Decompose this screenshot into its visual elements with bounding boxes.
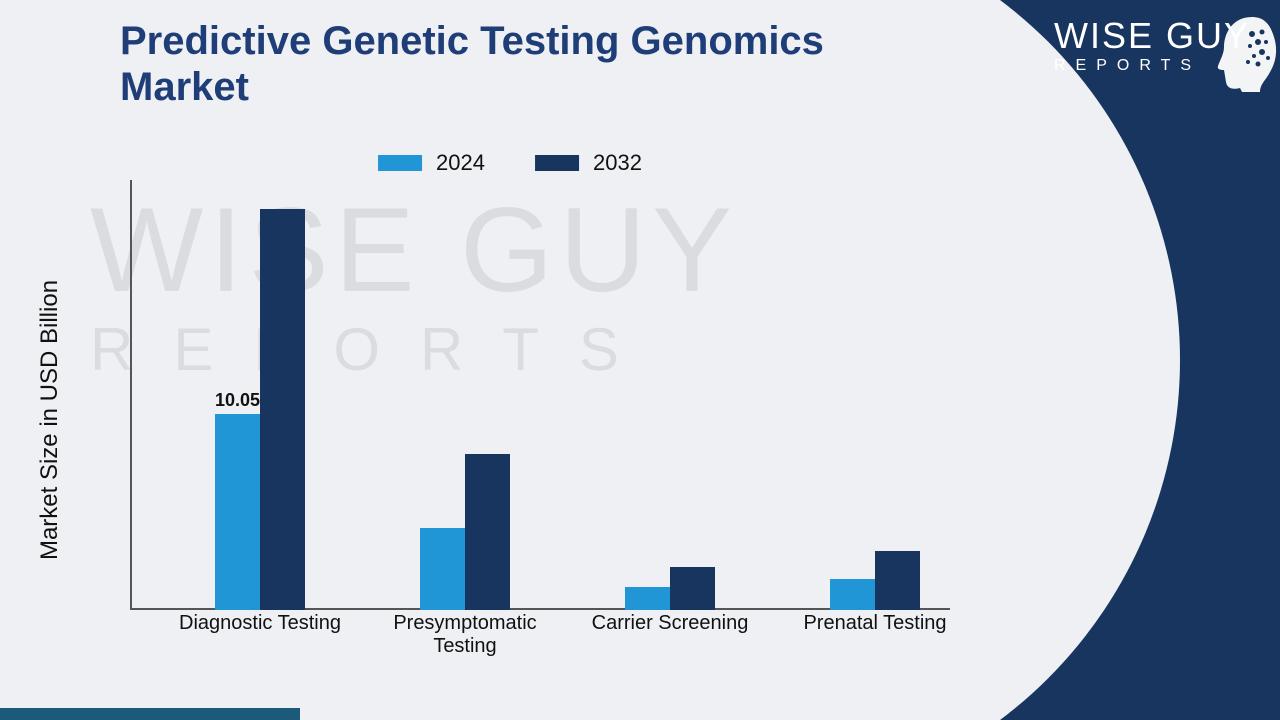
bar-group-2 bbox=[570, 567, 770, 610]
bar-2032-3 bbox=[875, 551, 920, 610]
x-label-text: Diagnostic Testing bbox=[179, 612, 341, 634]
x-label-text: Presymptomatic Testing bbox=[393, 612, 536, 657]
legend-label-2032: 2032 bbox=[593, 150, 642, 176]
x-label-3: Prenatal Testing bbox=[775, 612, 975, 635]
bar-2024-0: 10.05 bbox=[215, 414, 260, 610]
legend-label-2024: 2024 bbox=[436, 150, 485, 176]
logo-line2: REPORTS bbox=[1054, 58, 1250, 74]
y-axis-label: Market Size in USD Billion bbox=[36, 280, 64, 560]
bar-value-label: 10.05 bbox=[215, 390, 260, 411]
bar-2032-2 bbox=[670, 567, 715, 610]
canvas: WISE GUY REPORTS Predictive Genetic Test… bbox=[0, 0, 1280, 720]
legend-swatch-2024 bbox=[378, 155, 422, 171]
bar-2024-3 bbox=[830, 579, 875, 610]
legend-item-2032: 2032 bbox=[535, 150, 642, 176]
bar-2024-2 bbox=[625, 587, 670, 610]
x-label-text: Carrier Screening bbox=[592, 612, 749, 634]
bar-group-1 bbox=[365, 454, 565, 610]
brand-logo: WISE GUY REPORTS bbox=[1054, 18, 1250, 74]
x-label-text: Prenatal Testing bbox=[803, 612, 946, 634]
legend: 2024 2032 bbox=[378, 150, 642, 176]
plot-region: 10.05 bbox=[130, 180, 950, 610]
bottom-accent-strip bbox=[0, 708, 300, 720]
bar-group-3 bbox=[775, 551, 975, 610]
logo-line1: WISE GUY bbox=[1054, 18, 1250, 54]
y-axis-line bbox=[130, 180, 132, 610]
bar-group-0: 10.05 bbox=[160, 209, 360, 610]
x-label-2: Carrier Screening bbox=[570, 612, 770, 635]
chart-title: Predictive Genetic Testing Genomics Mark… bbox=[120, 18, 880, 110]
legend-swatch-2032 bbox=[535, 155, 579, 171]
legend-item-2024: 2024 bbox=[378, 150, 485, 176]
chart-area: Market Size in USD Billion 2024 2032 10.… bbox=[60, 160, 960, 680]
x-label-1: Presymptomatic Testing bbox=[365, 612, 565, 658]
bar-2024-1 bbox=[420, 528, 465, 610]
bar-2032-1 bbox=[465, 454, 510, 610]
x-label-0: Diagnostic Testing bbox=[160, 612, 360, 635]
bar-2032-0 bbox=[260, 209, 305, 610]
